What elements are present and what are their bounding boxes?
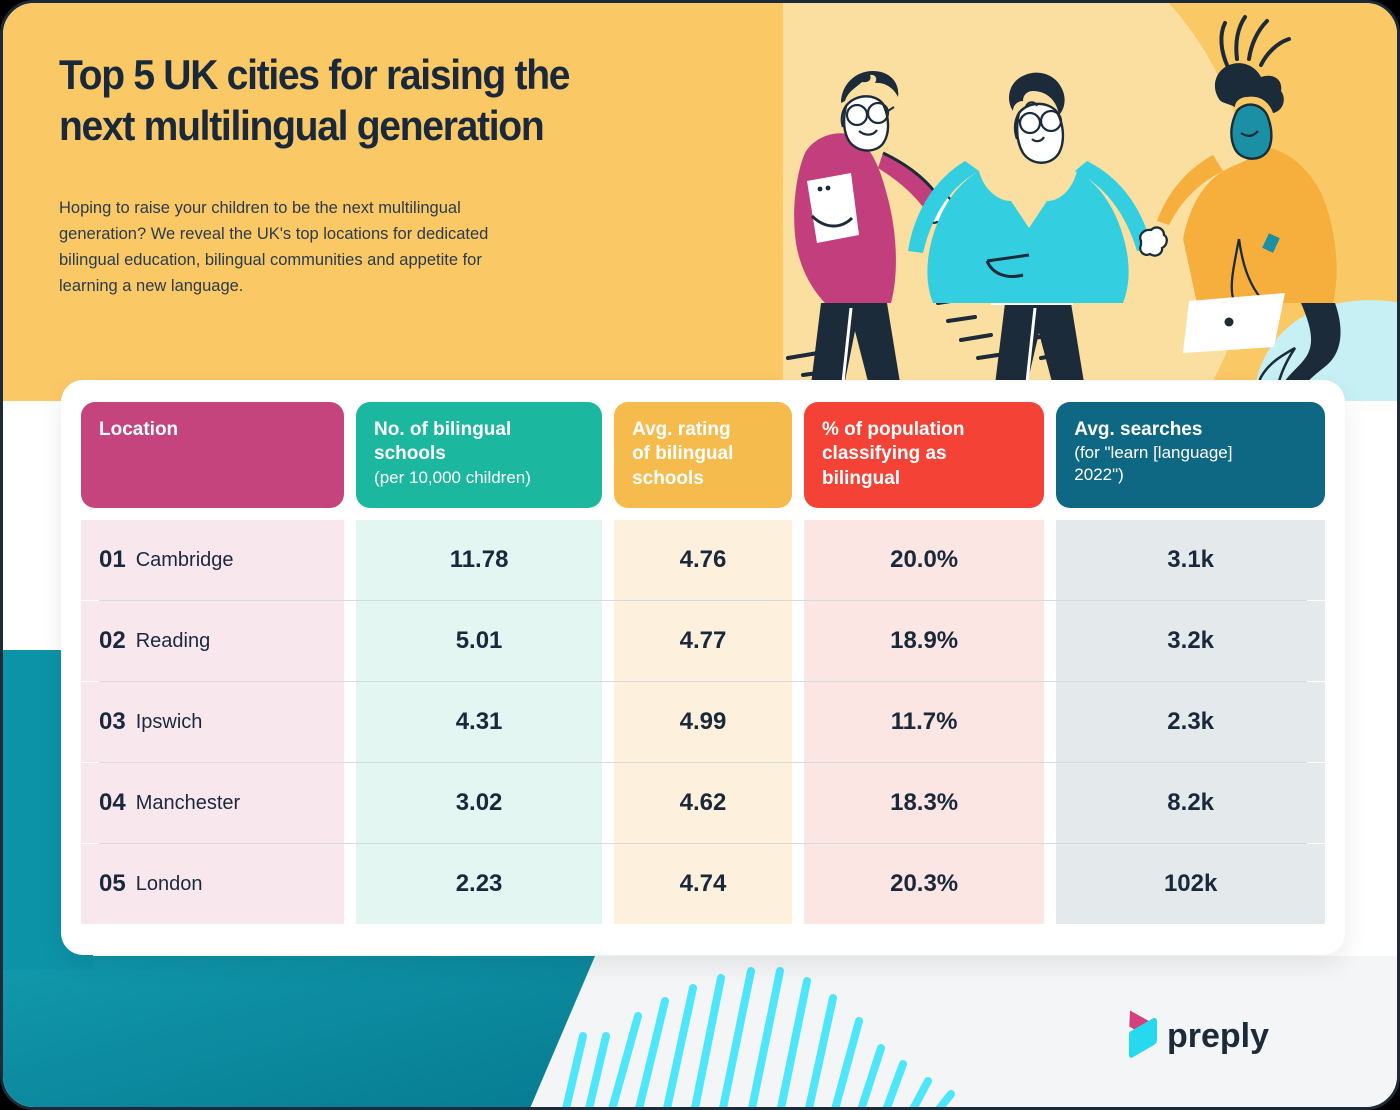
svg-text:preply: preply [1167,1017,1269,1055]
